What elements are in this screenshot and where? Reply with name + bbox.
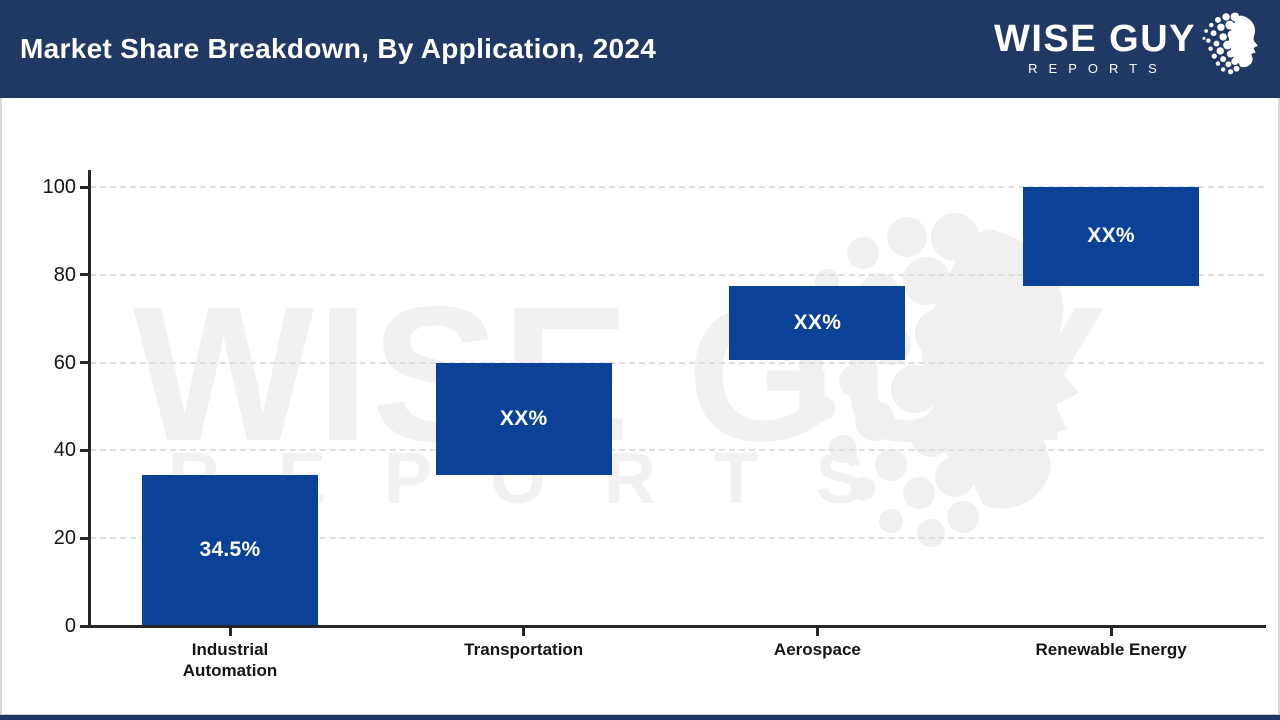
x-category-label: Industrial Automation [182,640,278,681]
y-tick-label: 80 [53,263,76,286]
y-tick-mark [80,273,88,277]
gridline [90,537,1264,540]
y-tick-mark [80,185,88,189]
bar-value-label: 34.5% [199,538,261,562]
header-bar: Market Share Breakdown, By Application, … [0,0,1280,98]
bar-value-label: XX% [793,311,842,335]
y-tick-label: 100 [42,176,76,198]
gridline [90,273,1264,276]
y-tick-label: 20 [53,527,76,550]
gridline [90,186,1264,188]
y-tick-mark [80,536,88,540]
y-tick-label: 0 [64,615,76,637]
page-title: Market Share Breakdown, By Application, … [20,33,657,64]
logo-primary-text: WISE GUY [993,18,1196,61]
x-category-label: Transportation [464,640,584,659]
y-tick-mark [80,624,88,628]
footer-strip [0,714,1280,720]
bar: 34.5% [142,474,318,626]
y-axis-line [88,170,91,628]
y-tick-label: 40 [53,439,76,462]
bar-value-label: XX% [499,406,548,430]
x-tick-mark [522,628,526,636]
x-category-label: Aerospace [773,640,861,659]
x-axis-line [88,625,1266,628]
x-tick-mark [815,628,819,636]
x-category-label: Renewable Energy [1035,640,1187,659]
logo-text: WISE GUY REPORTS [993,18,1196,76]
y-tick-label: 60 [53,351,76,374]
bar: XX% [435,362,612,475]
y-tick-mark [80,448,88,452]
bar: XX% [729,285,906,361]
logo-face-icon [1202,12,1258,75]
wise-guy-logo: WISE GUY REPORTS [994,6,1272,90]
x-tick-mark [1109,628,1113,636]
gridline [90,449,1264,452]
bar: XX% [1023,187,1200,286]
x-tick-mark [228,628,232,636]
y-tick-mark [80,361,88,365]
logo-secondary-text: REPORTS [1028,60,1168,76]
gridline [90,361,1264,364]
bar-value-label: XX% [1087,224,1135,248]
